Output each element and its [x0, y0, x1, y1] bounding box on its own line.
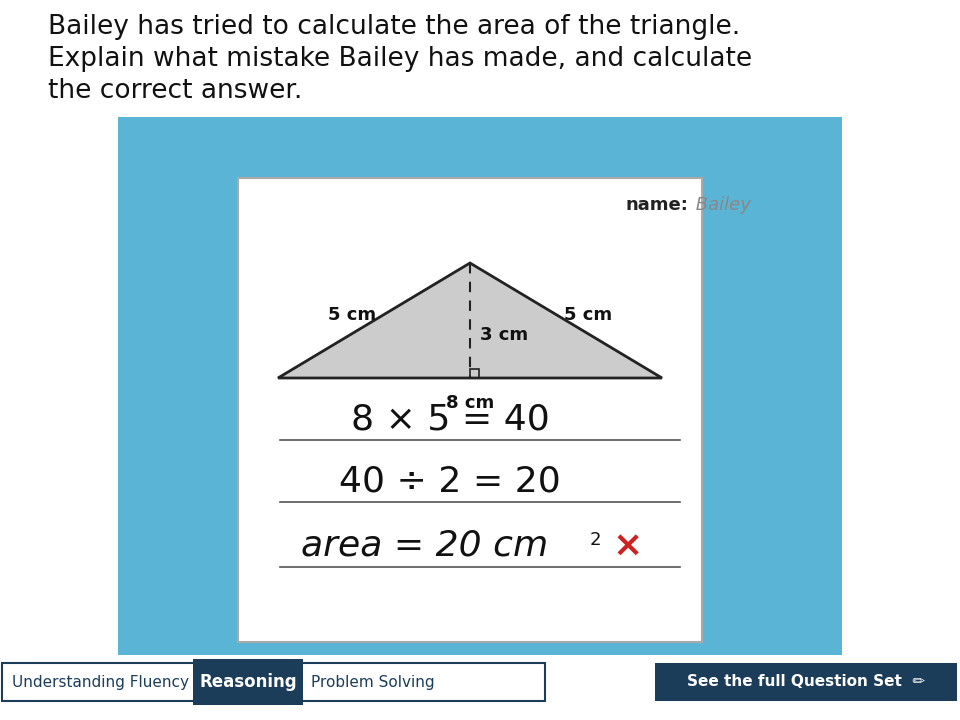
Text: area = 20 cm: area = 20 cm — [301, 529, 548, 563]
Bar — [118, 117, 842, 655]
Text: 8 cm: 8 cm — [445, 394, 494, 412]
Text: 5 cm: 5 cm — [328, 307, 376, 325]
Bar — [470, 369, 479, 378]
Text: name:: name: — [625, 196, 688, 214]
Text: ×: × — [612, 529, 642, 563]
Text: See the full Question Set  ✏: See the full Question Set ✏ — [687, 675, 925, 690]
Bar — [2, 663, 545, 701]
Text: 5 cm: 5 cm — [564, 307, 612, 325]
Bar — [655, 663, 957, 701]
Text: 40 ÷ 2 = 20: 40 ÷ 2 = 20 — [339, 464, 561, 498]
Text: Problem Solving: Problem Solving — [311, 675, 435, 690]
Text: 3 cm: 3 cm — [480, 325, 528, 343]
Text: Understanding Fluency: Understanding Fluency — [12, 675, 189, 690]
Text: the correct answer.: the correct answer. — [48, 78, 302, 104]
Text: Bailey has tried to calculate the area of the triangle.: Bailey has tried to calculate the area o… — [48, 14, 740, 40]
Text: Bailey: Bailey — [690, 196, 751, 214]
Text: Reasoning: Reasoning — [199, 673, 297, 691]
Text: Explain what mistake Bailey has made, and calculate: Explain what mistake Bailey has made, an… — [48, 46, 752, 72]
Text: 2: 2 — [590, 531, 602, 549]
Polygon shape — [278, 263, 662, 378]
Bar — [193, 659, 303, 705]
Text: 8 × 5 = 40: 8 × 5 = 40 — [350, 402, 549, 436]
Bar — [238, 178, 702, 642]
